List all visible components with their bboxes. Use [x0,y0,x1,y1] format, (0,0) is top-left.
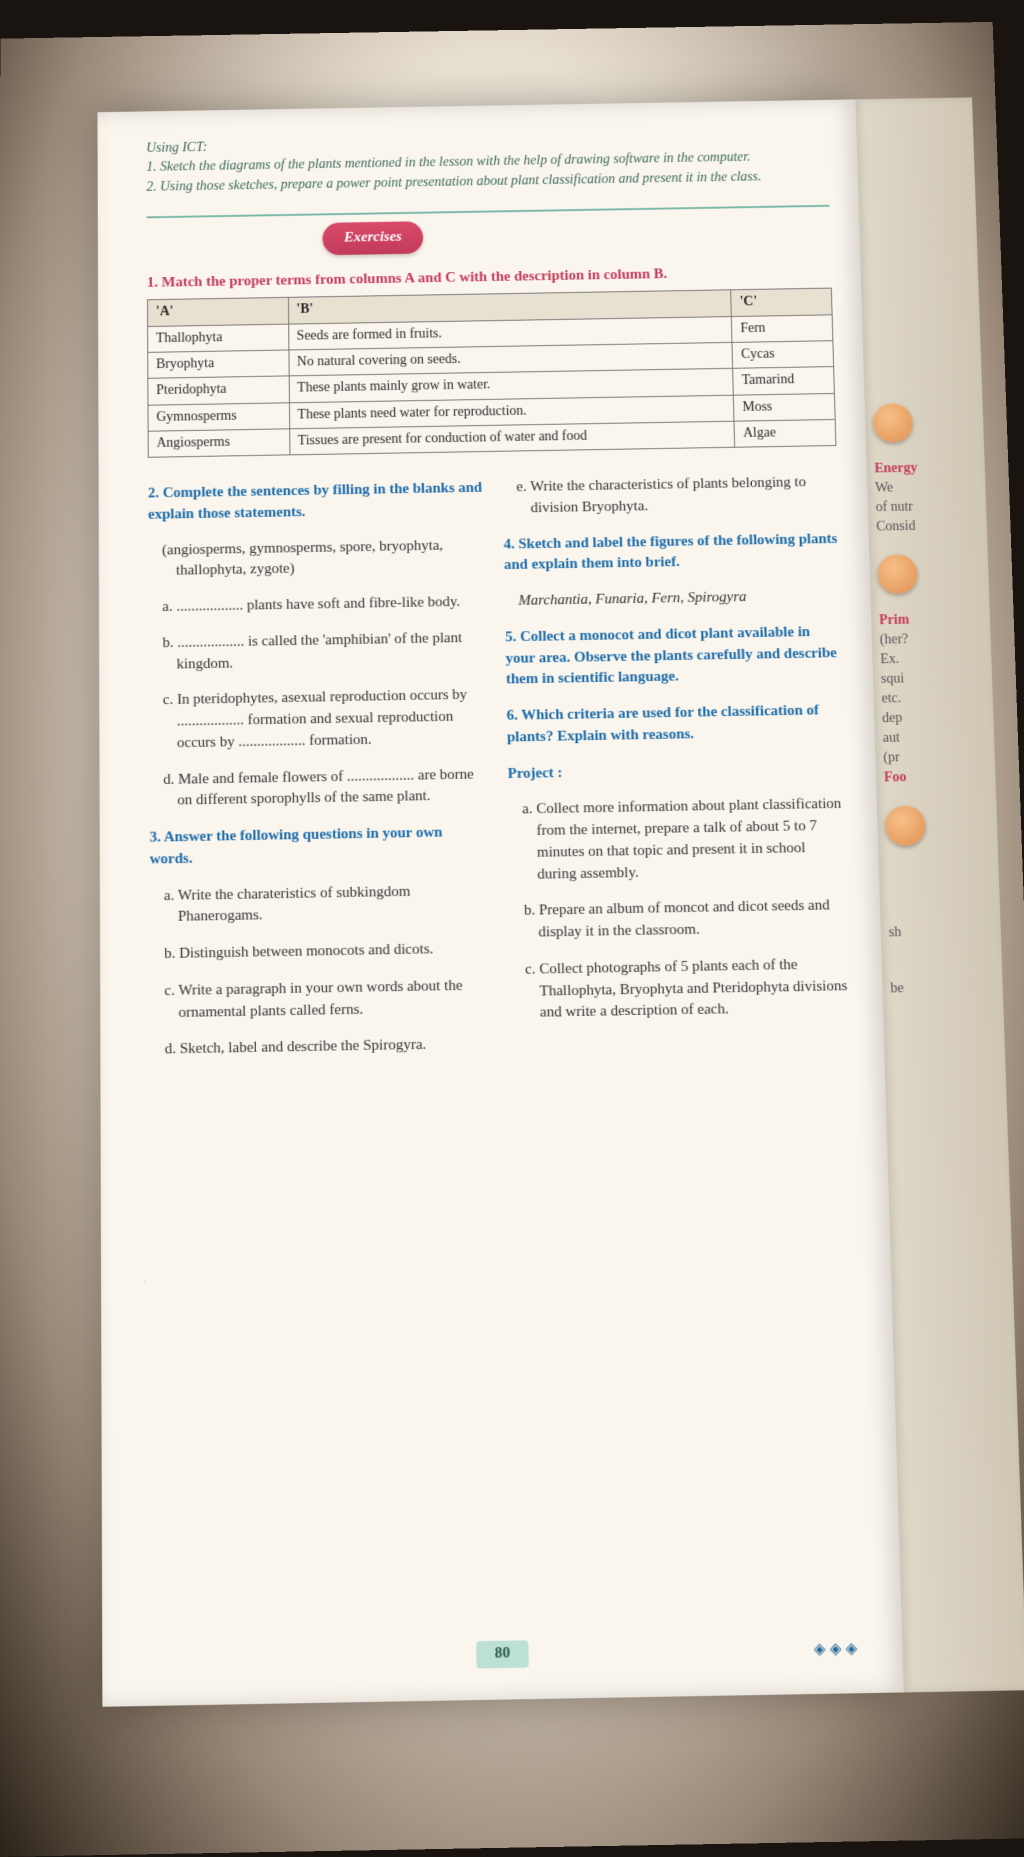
cartoon-icon [885,805,926,845]
q2-text: 2. Complete the sentences by filling in … [148,480,482,522]
col-c-header: 'C' [731,288,832,316]
q2b: b. .................. is called the 'amp… [162,628,486,676]
q6-text: 6. Which criteria are used for the class… [506,703,819,746]
project-c: c. Collect photographs of 5 plants each … [525,954,853,1025]
exercises-badge: Exercises [322,221,423,255]
textbook-page: Using ICT: 1. Sketch the diagrams of the… [97,99,903,1706]
prim-heading: Prim [879,611,986,628]
q3d: d. Sketch, label and describe the Spirog… [165,1034,493,1062]
q3c: c. Write a paragraph in your own words a… [164,975,491,1024]
energy-heading: Energy [874,460,981,477]
foo-heading: Foo [884,769,992,787]
project-a: a. Collect more information about plant … [522,794,849,886]
match-table: 'A' 'B' 'C' Thallophyta Seeds are formed… [147,288,836,458]
page-number: 80 [476,1641,529,1669]
q3-text: 3. Answer the following questions in you… [150,825,443,868]
cartoon-icon [873,403,914,442]
q2a: a. .................. plants have soft a… [162,592,485,619]
q3b: b. Distinguish between monocots and dico… [164,939,491,966]
q2d: d. Male and female flowers of ..........… [163,764,488,813]
q3e: e. Write the characteristics of plants b… [516,472,838,520]
q4-text: 4. Sketch and label the figures of the f… [503,531,837,573]
diamond-icons: ◈◈◈ [813,1639,861,1663]
q2-hint: (angiosperms, gymnosperms, spore, bryoph… [162,535,484,583]
project-b: b. Prepare an album of moncot and dicot … [524,896,851,945]
col-a-header: 'A' [147,298,288,326]
q4-list: Marchantia, Funaria, Fern, Spirogyra [518,586,841,613]
right-column: e. Write the characteristics of plants b… [502,458,854,1071]
q5-text: 5. Collect a monocot and dicot plant ava… [505,624,837,688]
ict-box: Using ICT: 1. Sketch the diagrams of the… [146,119,829,218]
q3a: a. Write the charateristics of subkingdo… [164,880,490,929]
project-heading: Project : [507,758,846,785]
cartoon-icon [877,554,918,594]
left-column: 2. Complete the sentences by filling in … [148,464,493,1077]
q2c: c. In pteridophytes, asexual reproductio… [163,685,488,755]
